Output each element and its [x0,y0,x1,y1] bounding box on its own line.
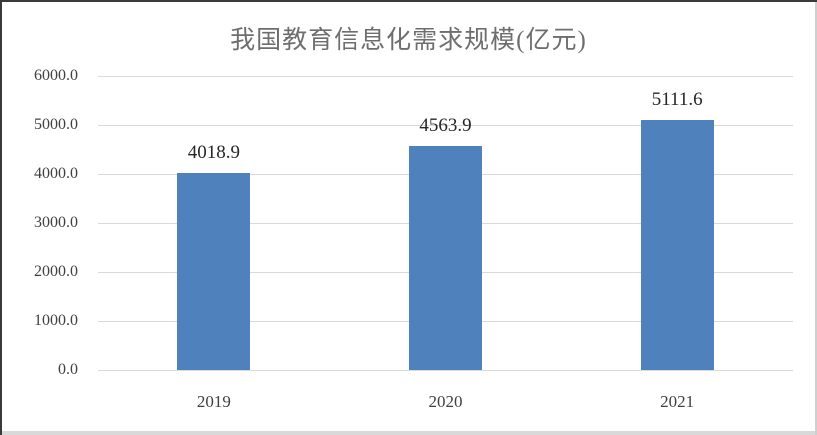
y-tick-label: 6000.0 [34,67,78,84]
chart-title: 我国教育信息化需求规模(亿元) [230,27,587,54]
bar [641,120,714,370]
x-axis: 2019 2020 2021 [98,370,793,415]
plot-area: 4018.9 4563.9 5111.6 [98,76,793,371]
x-tick-label: 2021 [660,392,695,411]
bar [409,146,482,370]
x-tick-label: 2020 [428,392,463,411]
y-tick-label: 0.0 [58,361,78,378]
bar-value-label: 5111.6 [651,89,703,110]
gridline [98,76,793,77]
y-tick-label: 3000.0 [34,214,78,231]
x-tick-label: 2019 [196,392,231,411]
y-tick-label: 1000.0 [34,312,78,329]
bar-value-label: 4018.9 [187,142,240,163]
bar-value-label: 4563.9 [419,115,472,136]
y-axis: 0.0 1000.0 2000.0 3000.0 4000.0 5000.0 6000.0 [0,67,88,378]
gridline [98,370,793,371]
gridline [98,125,793,126]
y-tick-label: 2000.0 [34,263,78,280]
y-tick-label: 5000.0 [34,116,78,133]
bar [177,173,250,370]
y-tick-label: 4000.0 [34,165,78,182]
